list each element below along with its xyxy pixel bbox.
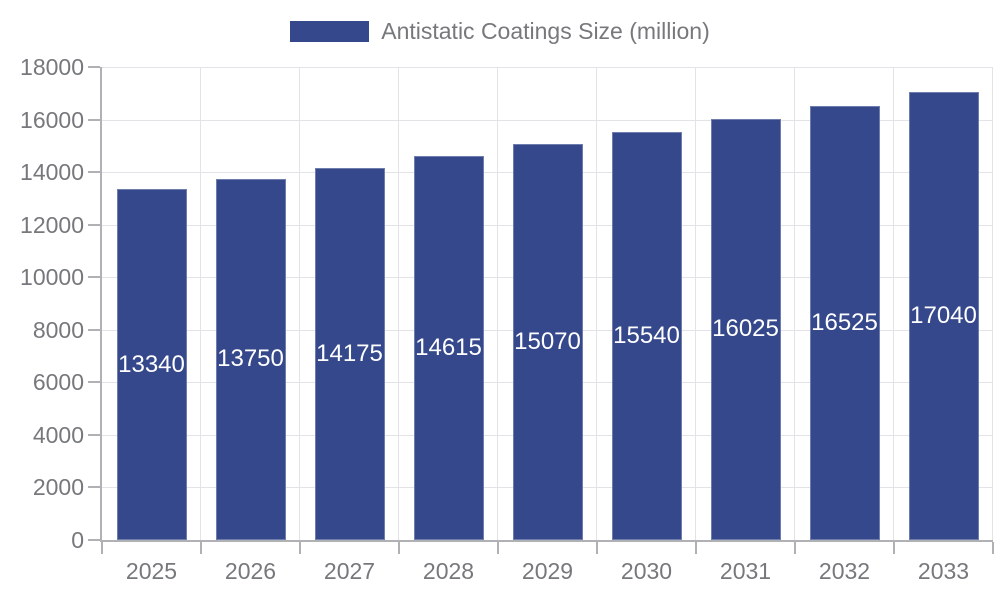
x-axis-tick-label: 2026 bbox=[224, 558, 277, 584]
bar-value-label: 14175 bbox=[316, 339, 383, 367]
x-axis-tick-label: 2030 bbox=[620, 558, 673, 584]
h-gridline bbox=[102, 119, 993, 121]
bar: 14615 bbox=[413, 155, 484, 540]
y-axis-tick-label: 14000 bbox=[20, 159, 84, 186]
h-gridline bbox=[102, 67, 993, 68]
x-tick bbox=[299, 542, 301, 554]
bar-value-label: 13340 bbox=[118, 350, 185, 378]
bar: 15070 bbox=[512, 144, 583, 540]
bar: 14175 bbox=[314, 167, 385, 540]
x-axis-tick-label: 2027 bbox=[323, 558, 376, 584]
y-tick bbox=[88, 171, 100, 174]
x-tick bbox=[497, 542, 499, 554]
y-tick bbox=[88, 223, 100, 226]
v-gridline bbox=[695, 67, 696, 540]
y-tick bbox=[88, 539, 100, 541]
y-axis-tick-label: 6000 bbox=[32, 369, 84, 396]
x-axis-tick-label: 2032 bbox=[818, 558, 871, 584]
x-tick bbox=[596, 542, 598, 554]
x-tick bbox=[695, 542, 697, 554]
bar: 15540 bbox=[611, 131, 682, 540]
legend-label: Antistatic Coatings Size (million) bbox=[381, 17, 710, 44]
y-axis-tick-label: 10000 bbox=[20, 264, 84, 291]
y-tick bbox=[88, 276, 100, 279]
bar: 16525 bbox=[809, 105, 880, 540]
v-gridline bbox=[794, 67, 795, 540]
y-axis-line bbox=[100, 67, 102, 542]
v-gridline bbox=[596, 67, 597, 540]
y-axis-tick-label: 0 bbox=[71, 527, 84, 553]
legend: Antistatic Coatings Size (million) bbox=[0, 16, 1000, 46]
bar-value-label: 16025 bbox=[712, 315, 779, 343]
bar-value-label: 16525 bbox=[811, 308, 878, 336]
plot-area: 13340 13750 14175 14615 15070 15540 16025 16525… bbox=[20, 54, 994, 584]
v-gridline bbox=[893, 67, 894, 540]
bar: 16025 bbox=[710, 118, 781, 540]
x-axis-tick-label: 2025 bbox=[125, 558, 178, 584]
bar-value-label: 15070 bbox=[514, 328, 581, 355]
bar-value-label: 17040 bbox=[910, 302, 977, 330]
y-tick bbox=[88, 381, 100, 384]
x-axis-tick-label: 2028 bbox=[422, 558, 475, 584]
x-tick bbox=[398, 542, 400, 554]
x-tick bbox=[893, 542, 895, 554]
bar: 13340 bbox=[116, 189, 187, 540]
bar: 17040 bbox=[908, 92, 979, 540]
x-axis-tick-label: 2029 bbox=[521, 558, 574, 584]
x-axis-line bbox=[100, 540, 993, 542]
bar-value-label: 13750 bbox=[217, 345, 284, 373]
bar: 13750 bbox=[215, 178, 286, 540]
x-tick bbox=[200, 542, 202, 554]
y-tick bbox=[88, 486, 100, 489]
x-axis-tick-label: 2033 bbox=[917, 558, 970, 584]
x-tick bbox=[794, 542, 796, 554]
legend-swatch-icon bbox=[290, 20, 370, 42]
x-axis-tick-label: 2031 bbox=[719, 558, 772, 584]
bar-value-label: 14615 bbox=[415, 333, 482, 361]
v-gridline bbox=[497, 67, 498, 540]
y-axis-tick-label: 8000 bbox=[32, 316, 84, 343]
x-tick bbox=[992, 542, 994, 554]
bar-value-label: 15540 bbox=[613, 321, 680, 349]
y-axis-tick-label: 16000 bbox=[20, 106, 84, 133]
x-tick bbox=[101, 542, 103, 554]
y-axis-tick-label: 12000 bbox=[20, 211, 84, 238]
v-gridline bbox=[200, 67, 201, 540]
y-tick bbox=[88, 328, 100, 331]
y-axis-tick-label: 18000 bbox=[20, 54, 84, 80]
v-gridline bbox=[299, 67, 300, 540]
y-tick bbox=[88, 118, 100, 121]
v-gridline bbox=[398, 67, 399, 540]
y-axis-tick-label: 4000 bbox=[32, 421, 84, 448]
v-gridline bbox=[992, 67, 993, 540]
y-tick bbox=[88, 433, 100, 436]
y-axis-tick-label: 2000 bbox=[32, 474, 84, 501]
y-tick bbox=[88, 66, 100, 68]
